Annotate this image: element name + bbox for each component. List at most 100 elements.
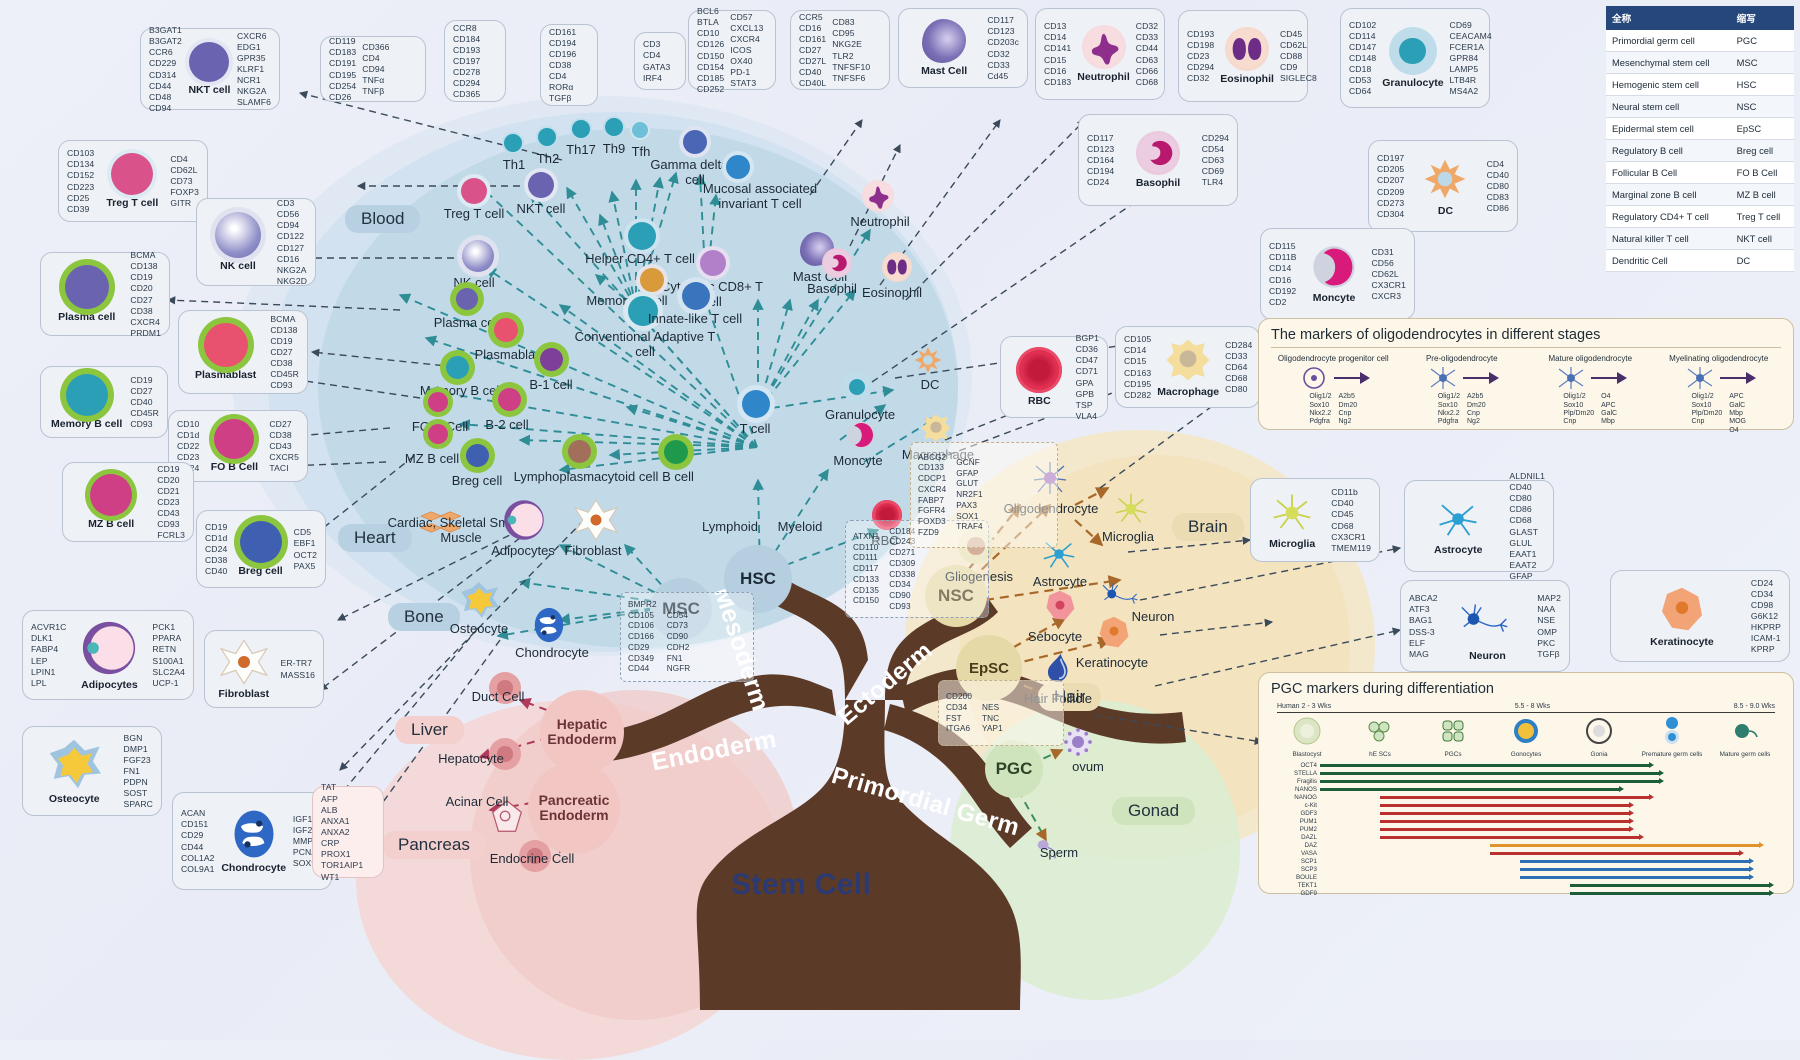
tree-node-mz-b-cell[interactable]: [428, 424, 448, 444]
marker-item: CD106: [628, 621, 654, 631]
marker-box-title: Neutrophil: [1077, 71, 1130, 83]
tree-node-helper-cd4-t-cell[interactable]: [628, 222, 656, 250]
tree-node-cardiac-skeletal-smooth-muscle[interactable]: [418, 500, 462, 544]
progenitor-nsc[interactable]: NSC: [925, 565, 987, 627]
tree-node-lymphoplasmacytoid-cell[interactable]: [568, 440, 591, 463]
tree-node-duct-cell[interactable]: [489, 672, 521, 704]
tree-node-tfh[interactable]: [632, 122, 648, 138]
tree-node-mucosal-associated-invariant-t-cell[interactable]: [726, 155, 750, 179]
tree-node-label-rbc: RBC: [871, 533, 899, 548]
tree-node-label-adipocytes: Adipocytes: [491, 543, 555, 558]
marker-item: CD57: [730, 11, 753, 22]
marker-box-title: NK cell: [220, 260, 256, 272]
legend-row: Marginal zone B cell MZ B cell: [1606, 183, 1794, 206]
tree-node-moncyte[interactable]: [846, 420, 876, 450]
marker-item: SOST: [123, 788, 148, 799]
tree-node-eosinophil[interactable]: [882, 252, 912, 282]
tree-node-breg-cell[interactable]: [466, 444, 489, 467]
marker-item: Plp/Dm20: [1691, 409, 1723, 417]
marker-item: CD119: [329, 36, 356, 47]
progenitor-hsc[interactable]: HSC: [724, 545, 792, 613]
tree-node-neuron[interactable]: [1100, 572, 1144, 616]
pgc-stage-label: Gonia: [1590, 751, 1608, 758]
tree-node-chondrocyte[interactable]: [530, 606, 568, 644]
tree-node-dc[interactable]: [912, 344, 944, 376]
tree-node-conventional-adaptive-t-cell[interactable]: [628, 296, 658, 326]
marker-item: Olig1/2: [1691, 393, 1714, 401]
tree-node-fo-b-cell[interactable]: [428, 392, 448, 412]
marker-box-title: NKT cell: [188, 84, 231, 96]
progenitor-pgc[interactable]: PGC: [985, 740, 1043, 798]
tree-node-cytotoxic-cd8-t-cell[interactable]: [700, 250, 726, 276]
pgc-stage-illustration: [1730, 716, 1760, 751]
tree-node-innate-like-t-cell[interactable]: [682, 282, 710, 310]
tree-node-label-microglia: Microglia: [1101, 529, 1154, 544]
marker-item: CD94: [149, 102, 172, 113]
marker-item: CD191: [329, 58, 357, 69]
tree-node-macrophage[interactable]: [920, 412, 952, 444]
eos-cell-glyph: [882, 252, 912, 282]
marker-list-right: CXCR6 EDG1 GPR35 KLRF1 NCR1 NKG2A SLAMF6: [237, 31, 271, 108]
marker-box-title: Breg cell: [238, 565, 283, 577]
marker-box-astrocyte: Astrocyte ALDNIL1 CD40 CD80 CD86 CD68 GLAST GLU…: [1404, 471, 1554, 581]
tree-node-basophil[interactable]: [822, 248, 852, 278]
tree-node-nk-cell[interactable]: [462, 240, 494, 272]
tree-node-osteocyte[interactable]: [459, 580, 499, 620]
tree-node-endocrine-cell[interactable]: [519, 840, 551, 872]
tree-node-fibroblast[interactable]: [573, 498, 619, 542]
tree-node-keratinocyte[interactable]: [1096, 614, 1132, 650]
marker-item: LEP: [31, 655, 48, 666]
tree-node-b-cell[interactable]: [664, 440, 688, 464]
tree-node-plasmablast[interactable]: [494, 318, 518, 342]
tree-node-th1[interactable]: [504, 134, 522, 152]
marker-box-title: Memory B cell: [51, 418, 123, 430]
tree-node-gamma-delta-t-cell[interactable]: [683, 130, 707, 154]
tree-node-sperm[interactable]: [1035, 832, 1069, 866]
tree-node-b-2-cell[interactable]: [498, 388, 521, 411]
progenitor-msc[interactable]: MSC: [650, 578, 712, 640]
tree-node-astrocyte[interactable]: [1040, 535, 1078, 573]
tree-node-th2[interactable]: [538, 128, 556, 146]
tree-node-hepatocyte[interactable]: [489, 738, 521, 770]
progenitor-hepatic-endoderm[interactable]: Hepatic Endoderm: [540, 690, 624, 774]
tree-node-microglia[interactable]: [1112, 490, 1150, 528]
tree-node-memory-b-cell[interactable]: [446, 356, 469, 379]
marker-item: TNFα: [362, 75, 385, 86]
tree-node-granulocyte[interactable]: [842, 372, 872, 402]
tree-node-treg-t-cell[interactable]: [461, 178, 487, 204]
tree-node-th9[interactable]: [605, 118, 623, 136]
tree-node-nkt-cell[interactable]: [528, 172, 554, 198]
tree-node-memory-t-cell[interactable]: [640, 268, 664, 292]
tree-node-acinar-cell[interactable]: [488, 798, 526, 836]
tree-node-sebocyte[interactable]: [1042, 588, 1078, 624]
tree-node-adipocytes[interactable]: [502, 498, 546, 542]
marker-item: CD27: [130, 294, 153, 305]
tree-node-rbc[interactable]: [872, 500, 902, 530]
innate-cell-glyph: [682, 282, 710, 310]
marker-item: GPB: [1075, 388, 1095, 399]
progenitor-pancreatic-endoderm[interactable]: Pancreatic Endoderm: [528, 762, 620, 854]
marker-item: CCR6: [149, 47, 173, 58]
inline-markers-epsc: CD200 CD34 FST ITGA6 NES TNC YAP1: [938, 680, 1064, 746]
marker-list-right: CD11b CD40 CD45 CD68 CX3CR1 TMEM119: [1331, 487, 1371, 553]
marker-list-right: CD19 CD27 CD40 CD45R CD93: [130, 375, 159, 430]
tree-node-th17[interactable]: [572, 120, 590, 138]
tree-node-label-lymphoid: Lymphoid: [702, 519, 758, 534]
marker-item: CD64: [1349, 86, 1372, 97]
marker-box-illustration: Neuron: [1444, 590, 1532, 662]
marker-item: CD123: [1087, 143, 1115, 154]
tree-node-label-granulocyte: Granulocyte: [824, 407, 896, 422]
tree-node-b-1-cell[interactable]: [540, 348, 563, 371]
marker-item: Dm20: [1338, 401, 1358, 409]
marker-list-right: CD32 CD33 CD44 CD63 CD66 CD68: [1136, 21, 1158, 87]
marker-item: AFP: [321, 793, 339, 804]
memt-cell-glyph: [640, 268, 664, 292]
tree-node-t-cell[interactable]: [742, 390, 770, 418]
tree-node-neutrophil[interactable]: [862, 180, 894, 212]
tree-node-hair-follicle[interactable]: [1042, 652, 1076, 686]
marker-item: ABCG2: [918, 452, 947, 462]
pgc-stage: Gonocytes: [1494, 716, 1558, 758]
tree-node-plasma-cell[interactable]: [456, 288, 478, 310]
marker-item: OX40: [730, 56, 753, 67]
tree-node-ovum[interactable]: [1063, 727, 1093, 757]
